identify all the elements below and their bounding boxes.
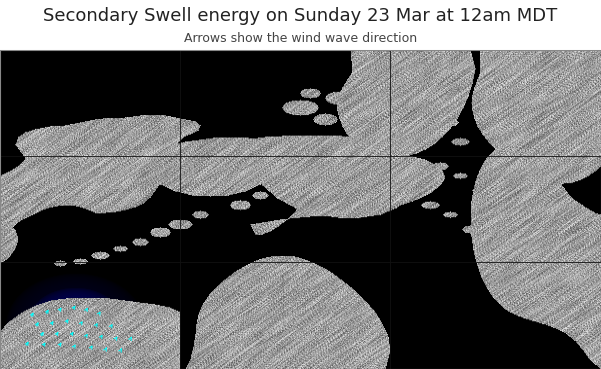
Text: Secondary Swell energy on Sunday 23 Mar at 12am MDT: Secondary Swell energy on Sunday 23 Mar …	[43, 7, 558, 25]
Text: Arrows show the wind wave direction: Arrows show the wind wave direction	[184, 32, 417, 45]
